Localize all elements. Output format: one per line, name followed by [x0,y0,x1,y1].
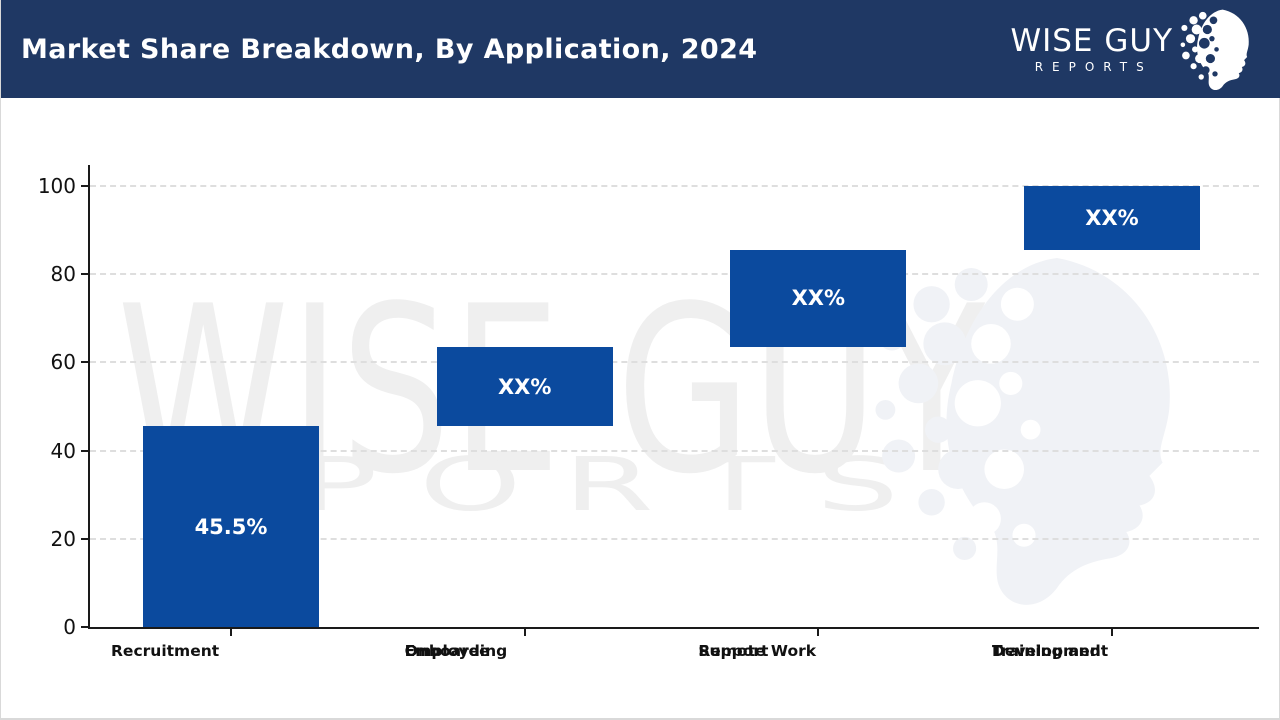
x-axis-label-line: Development [992,642,1109,660]
watermark-head-icon [875,258,1170,605]
logo-wordmark: WISE GUY REPORTS [1010,24,1173,74]
x-axis-label-line: Remote Work [698,642,817,660]
x-tick-3 [817,629,820,636]
gridline-40 [90,449,1259,452]
y-tick-40 [81,449,88,452]
y-tick-80 [81,273,88,276]
bar-segment-2: XX% [436,346,613,427]
gridline-60 [90,361,1259,364]
page-title: Market Share Breakdown, By Application, … [21,33,758,65]
waterfall-chart: WISE GUY P O R T S 0 20 40 60 80 100 45.5% Recr… [1,98,1279,718]
x-tick-2 [523,629,526,636]
gridline-20 [90,537,1259,540]
y-tick-100 [81,185,88,187]
x-axis-label-line: Onboarding [404,642,508,660]
bar-segment-3: XX% [730,249,907,347]
bar-value-label-4: XX% [1085,205,1139,230]
y-tick-label-20: 20 [50,526,76,551]
y-axis-line [88,165,90,629]
header-bar: Market Share Breakdown, By Application, … [1,0,1280,98]
logo-wordmark-sub: REPORTS [1034,60,1153,74]
y-tick-label-40: 40 [50,438,76,463]
x-tick-1 [230,629,232,636]
y-tick-label-80: 80 [50,262,76,287]
gridline-100 [90,185,1259,187]
y-tick-label-100: 100 [37,174,76,198]
bar-value-label-3: XX% [791,286,846,311]
bar-segment-4: XX% [1024,186,1200,250]
bar-value-label-1: 45.5% [194,514,268,539]
y-tick-20 [81,537,88,540]
x-tick-4 [1111,629,1113,636]
y-tick-label-0: 0 [63,615,76,639]
x-axis-label-line: Recruitment [111,642,220,660]
bar-value-label-2: XX% [497,374,552,399]
gridline-80 [90,273,1259,276]
x-axis-label-line: Employee [404,642,490,660]
logo-head-icon [1180,9,1249,91]
logo-wordmark-main: WISE GUY [1010,23,1173,59]
x-axis-label-line: Training and [992,642,1101,660]
y-tick-label-60: 60 [50,350,76,375]
watermark-subtitle: P O R T S [299,442,899,528]
bar-segment-1: 45.5% [143,426,319,627]
y-tick-0 [81,626,88,628]
x-axis-label-line: Support [698,642,769,660]
wise-guy-logo: WISE GUY REPORTS [1010,5,1255,93]
x-axis-line [88,627,1259,629]
y-tick-60 [81,361,88,364]
